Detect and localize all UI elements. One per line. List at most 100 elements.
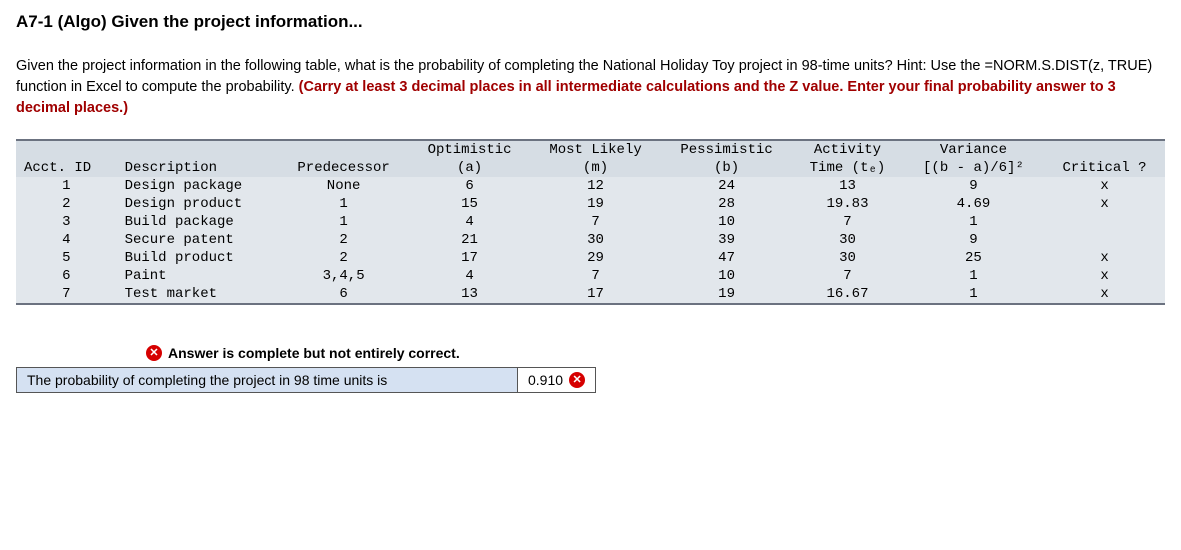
- cell: 6: [278, 285, 409, 304]
- cell: 25: [903, 249, 1044, 267]
- cell: 7: [16, 285, 117, 304]
- cell: 4: [409, 267, 530, 285]
- table-row: 1 Design package None 6 12 24 13 9 x: [16, 177, 1165, 195]
- hdr-bot-4: (a): [409, 159, 530, 177]
- cell: 13: [409, 285, 530, 304]
- hdr-bot-6: (b): [661, 159, 792, 177]
- cell: 3,4,5: [278, 267, 409, 285]
- cell: 9: [903, 177, 1044, 195]
- cell: 10: [661, 213, 792, 231]
- cell: x: [1044, 285, 1165, 304]
- cell: 29: [530, 249, 661, 267]
- hdr-top-8: Variance: [903, 140, 1044, 159]
- cell: x: [1044, 249, 1165, 267]
- cell: 28: [661, 195, 792, 213]
- cell: 47: [661, 249, 792, 267]
- cell: 17: [409, 249, 530, 267]
- cell: Design package: [117, 177, 279, 195]
- hdr-top-3: [278, 140, 409, 159]
- answer-label: The probability of completing the projec…: [17, 368, 518, 393]
- cell: [1044, 231, 1165, 249]
- cell: 6: [409, 177, 530, 195]
- cell: 4.69: [903, 195, 1044, 213]
- cell: 7: [792, 213, 903, 231]
- cell: 2: [16, 195, 117, 213]
- cell: Test market: [117, 285, 279, 304]
- incorrect-icon: ✕: [146, 345, 162, 361]
- cell: 6: [16, 267, 117, 285]
- table-row: 7 Test market 6 13 17 19 16.67 1 x: [16, 285, 1165, 304]
- cell: 1: [278, 213, 409, 231]
- cell: 30: [792, 231, 903, 249]
- hdr-bot-8: [(b - a)/6]²: [903, 159, 1044, 177]
- hdr-bot-9: Critical ?: [1044, 159, 1165, 177]
- cell: 2: [278, 249, 409, 267]
- cell: x: [1044, 267, 1165, 285]
- cell: Build product: [117, 249, 279, 267]
- table-row: 6 Paint 3,4,5 4 7 10 7 1 x: [16, 267, 1165, 285]
- cell: Design product: [117, 195, 279, 213]
- hdr-bot-2: Description: [117, 159, 279, 177]
- cell: 1: [903, 285, 1044, 304]
- cell: 19: [530, 195, 661, 213]
- cell: 19: [661, 285, 792, 304]
- cell: 4: [16, 231, 117, 249]
- table-row: 2 Design product 1 15 19 28 19.83 4.69 x: [16, 195, 1165, 213]
- cell: 12: [530, 177, 661, 195]
- answer-value-cell: 0.910 ✕: [518, 368, 596, 393]
- cell: 17: [530, 285, 661, 304]
- answer-status: ✕ Answer is complete but not entirely co…: [146, 345, 1165, 361]
- answer-table: The probability of completing the projec…: [16, 367, 596, 393]
- table-row: 4 Secure patent 2 21 30 39 30 9: [16, 231, 1165, 249]
- cell: 1: [16, 177, 117, 195]
- cell: 19.83: [792, 195, 903, 213]
- cell: [1044, 213, 1165, 231]
- cell: 1: [278, 195, 409, 213]
- cell: 30: [792, 249, 903, 267]
- cell: Build package: [117, 213, 279, 231]
- cell: Secure patent: [117, 231, 279, 249]
- cell: None: [278, 177, 409, 195]
- cell: x: [1044, 177, 1165, 195]
- status-text: Answer is complete but not entirely corr…: [168, 345, 460, 361]
- cell: 1: [903, 213, 1044, 231]
- question-title: A7-1 (Algo) Given the project informatio…: [16, 12, 1165, 32]
- cell: 9: [903, 231, 1044, 249]
- cell: 15: [409, 195, 530, 213]
- hdr-bot-5: (m): [530, 159, 661, 177]
- project-table: Optimistic Most Likely Pessimistic Activ…: [16, 139, 1165, 305]
- cell: 13: [792, 177, 903, 195]
- hdr-top-7: Activity: [792, 140, 903, 159]
- hdr-bot-3: Predecessor: [278, 159, 409, 177]
- cell: 16.67: [792, 285, 903, 304]
- cell: 2: [278, 231, 409, 249]
- cell: 39: [661, 231, 792, 249]
- table-body: 1 Design package None 6 12 24 13 9 x 2 D…: [16, 177, 1165, 304]
- cell: x: [1044, 195, 1165, 213]
- table-row: 5 Build product 2 17 29 47 30 25 x: [16, 249, 1165, 267]
- hdr-top-4: Optimistic: [409, 140, 530, 159]
- hdr-bot-7: Time (tₑ): [792, 159, 903, 177]
- cell: 10: [661, 267, 792, 285]
- hdr-bot-1: Acct. ID: [16, 159, 117, 177]
- hdr-top-1: [16, 140, 117, 159]
- hdr-top-2: [117, 140, 279, 159]
- hdr-top-5: Most Likely: [530, 140, 661, 159]
- cell: 21: [409, 231, 530, 249]
- cell: 7: [792, 267, 903, 285]
- cell: 5: [16, 249, 117, 267]
- cell: 7: [530, 213, 661, 231]
- incorrect-icon: ✕: [569, 372, 585, 388]
- cell: Paint: [117, 267, 279, 285]
- answer-value[interactable]: 0.910: [528, 372, 563, 388]
- table-row: 3 Build package 1 4 7 10 7 1: [16, 213, 1165, 231]
- cell: 1: [903, 267, 1044, 285]
- hdr-top-6: Pessimistic: [661, 140, 792, 159]
- cell: 3: [16, 213, 117, 231]
- question-prompt: Given the project information in the fol…: [16, 56, 1165, 119]
- cell: 24: [661, 177, 792, 195]
- cell: 7: [530, 267, 661, 285]
- cell: 4: [409, 213, 530, 231]
- cell: 30: [530, 231, 661, 249]
- hdr-top-9: [1044, 140, 1165, 159]
